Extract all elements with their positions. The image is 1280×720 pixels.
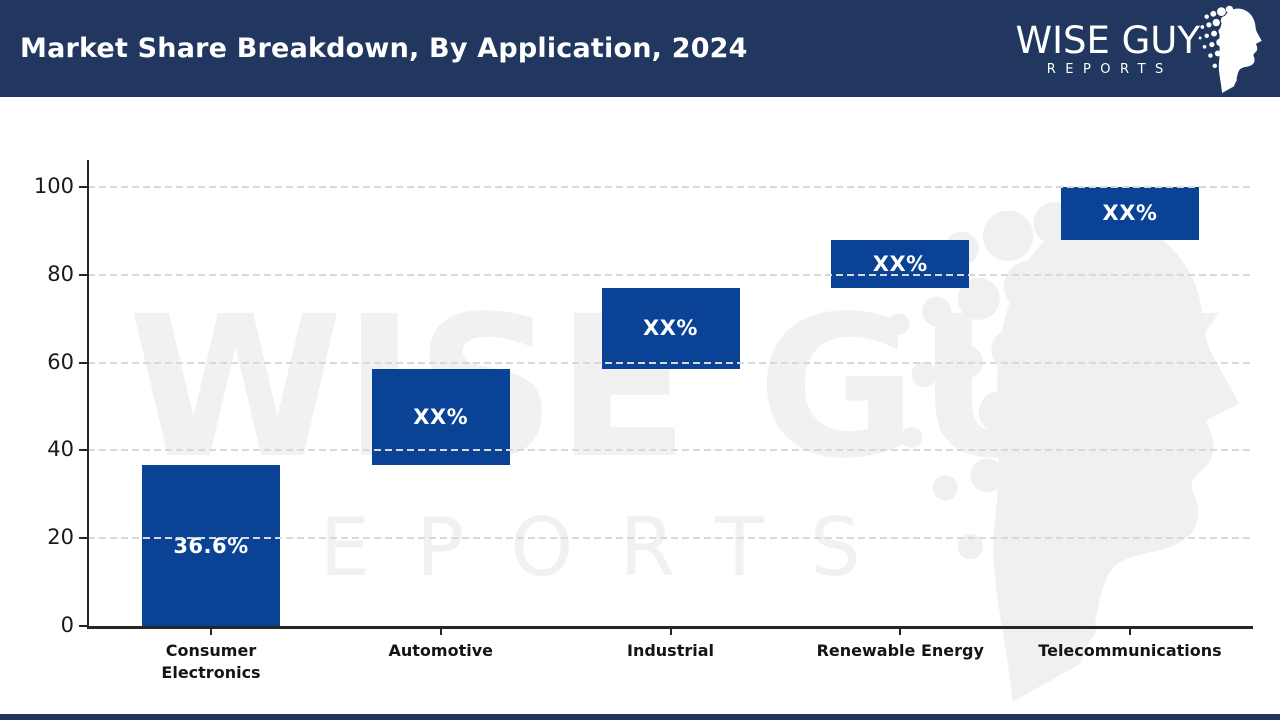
header: Market Share Breakdown, By Application, …: [0, 0, 1280, 97]
x-category-label: Consumer Electronics: [161, 641, 261, 682]
bar-renewable-energy: XX%: [831, 239, 970, 288]
gridline-60: [88, 361, 1252, 364]
x-tick: [899, 626, 902, 635]
x-category-label: Industrial: [626, 641, 714, 660]
logo-wordmark: WISE GUY: [1015, 18, 1200, 62]
footer-accent-bar: [0, 714, 1280, 720]
x-category-label: Renewable Energy: [816, 641, 984, 660]
logo-subtitle: REPORTS: [1046, 61, 1173, 77]
gridline-40: [88, 449, 1252, 452]
y-tick-label: 60: [47, 349, 74, 374]
bar-value-label: XX%: [643, 316, 698, 341]
gridline-20: [88, 537, 1252, 540]
bar-automotive: XX%: [371, 368, 510, 466]
y-tick-label: 40: [47, 437, 74, 462]
y-tick: [79, 537, 88, 540]
y-tick: [79, 361, 88, 364]
watermark-subtitle: REPORTS: [218, 501, 907, 594]
x-tick: [210, 626, 212, 635]
gridline-80: [88, 273, 1252, 276]
x-category-label: Automotive: [388, 641, 494, 660]
bar-value-label: XX%: [872, 251, 928, 276]
y-tick-label: 20: [47, 525, 74, 550]
y-tick: [79, 449, 88, 452]
y-tick: [79, 273, 88, 276]
y-tick-label: 0: [60, 613, 74, 637]
bar-value-label: XX%: [413, 405, 469, 430]
chart-plot-area: 36.6% Consumer Electronics XX% Automotive XX…: [0, 97, 1280, 714]
y-tick-label: 80: [47, 261, 74, 286]
y-tick-label: 100: [33, 174, 74, 198]
wise-guy-logo: WISE GUY REPORTS: [1016, 4, 1270, 94]
x-tick: [439, 626, 442, 635]
y-axis-spine: [87, 160, 89, 628]
y-tick: [79, 186, 88, 188]
x-tick: [669, 626, 672, 635]
x-tick: [1129, 626, 1131, 635]
bar-consumer-electronics: 36.6%: [142, 465, 280, 626]
x-category-label: Telecommunications: [1038, 641, 1222, 660]
bar-value-label: XX%: [1102, 201, 1158, 226]
bar-telecommunications: XX%: [1061, 187, 1199, 240]
bar-industrial: XX%: [601, 287, 740, 369]
logo-text: WISE GUY REPORTS: [1016, 22, 1200, 77]
chart-title: Market Share Breakdown, By Application, …: [20, 33, 748, 64]
gridline-100: [88, 186, 1252, 188]
y-tick: [79, 625, 88, 627]
